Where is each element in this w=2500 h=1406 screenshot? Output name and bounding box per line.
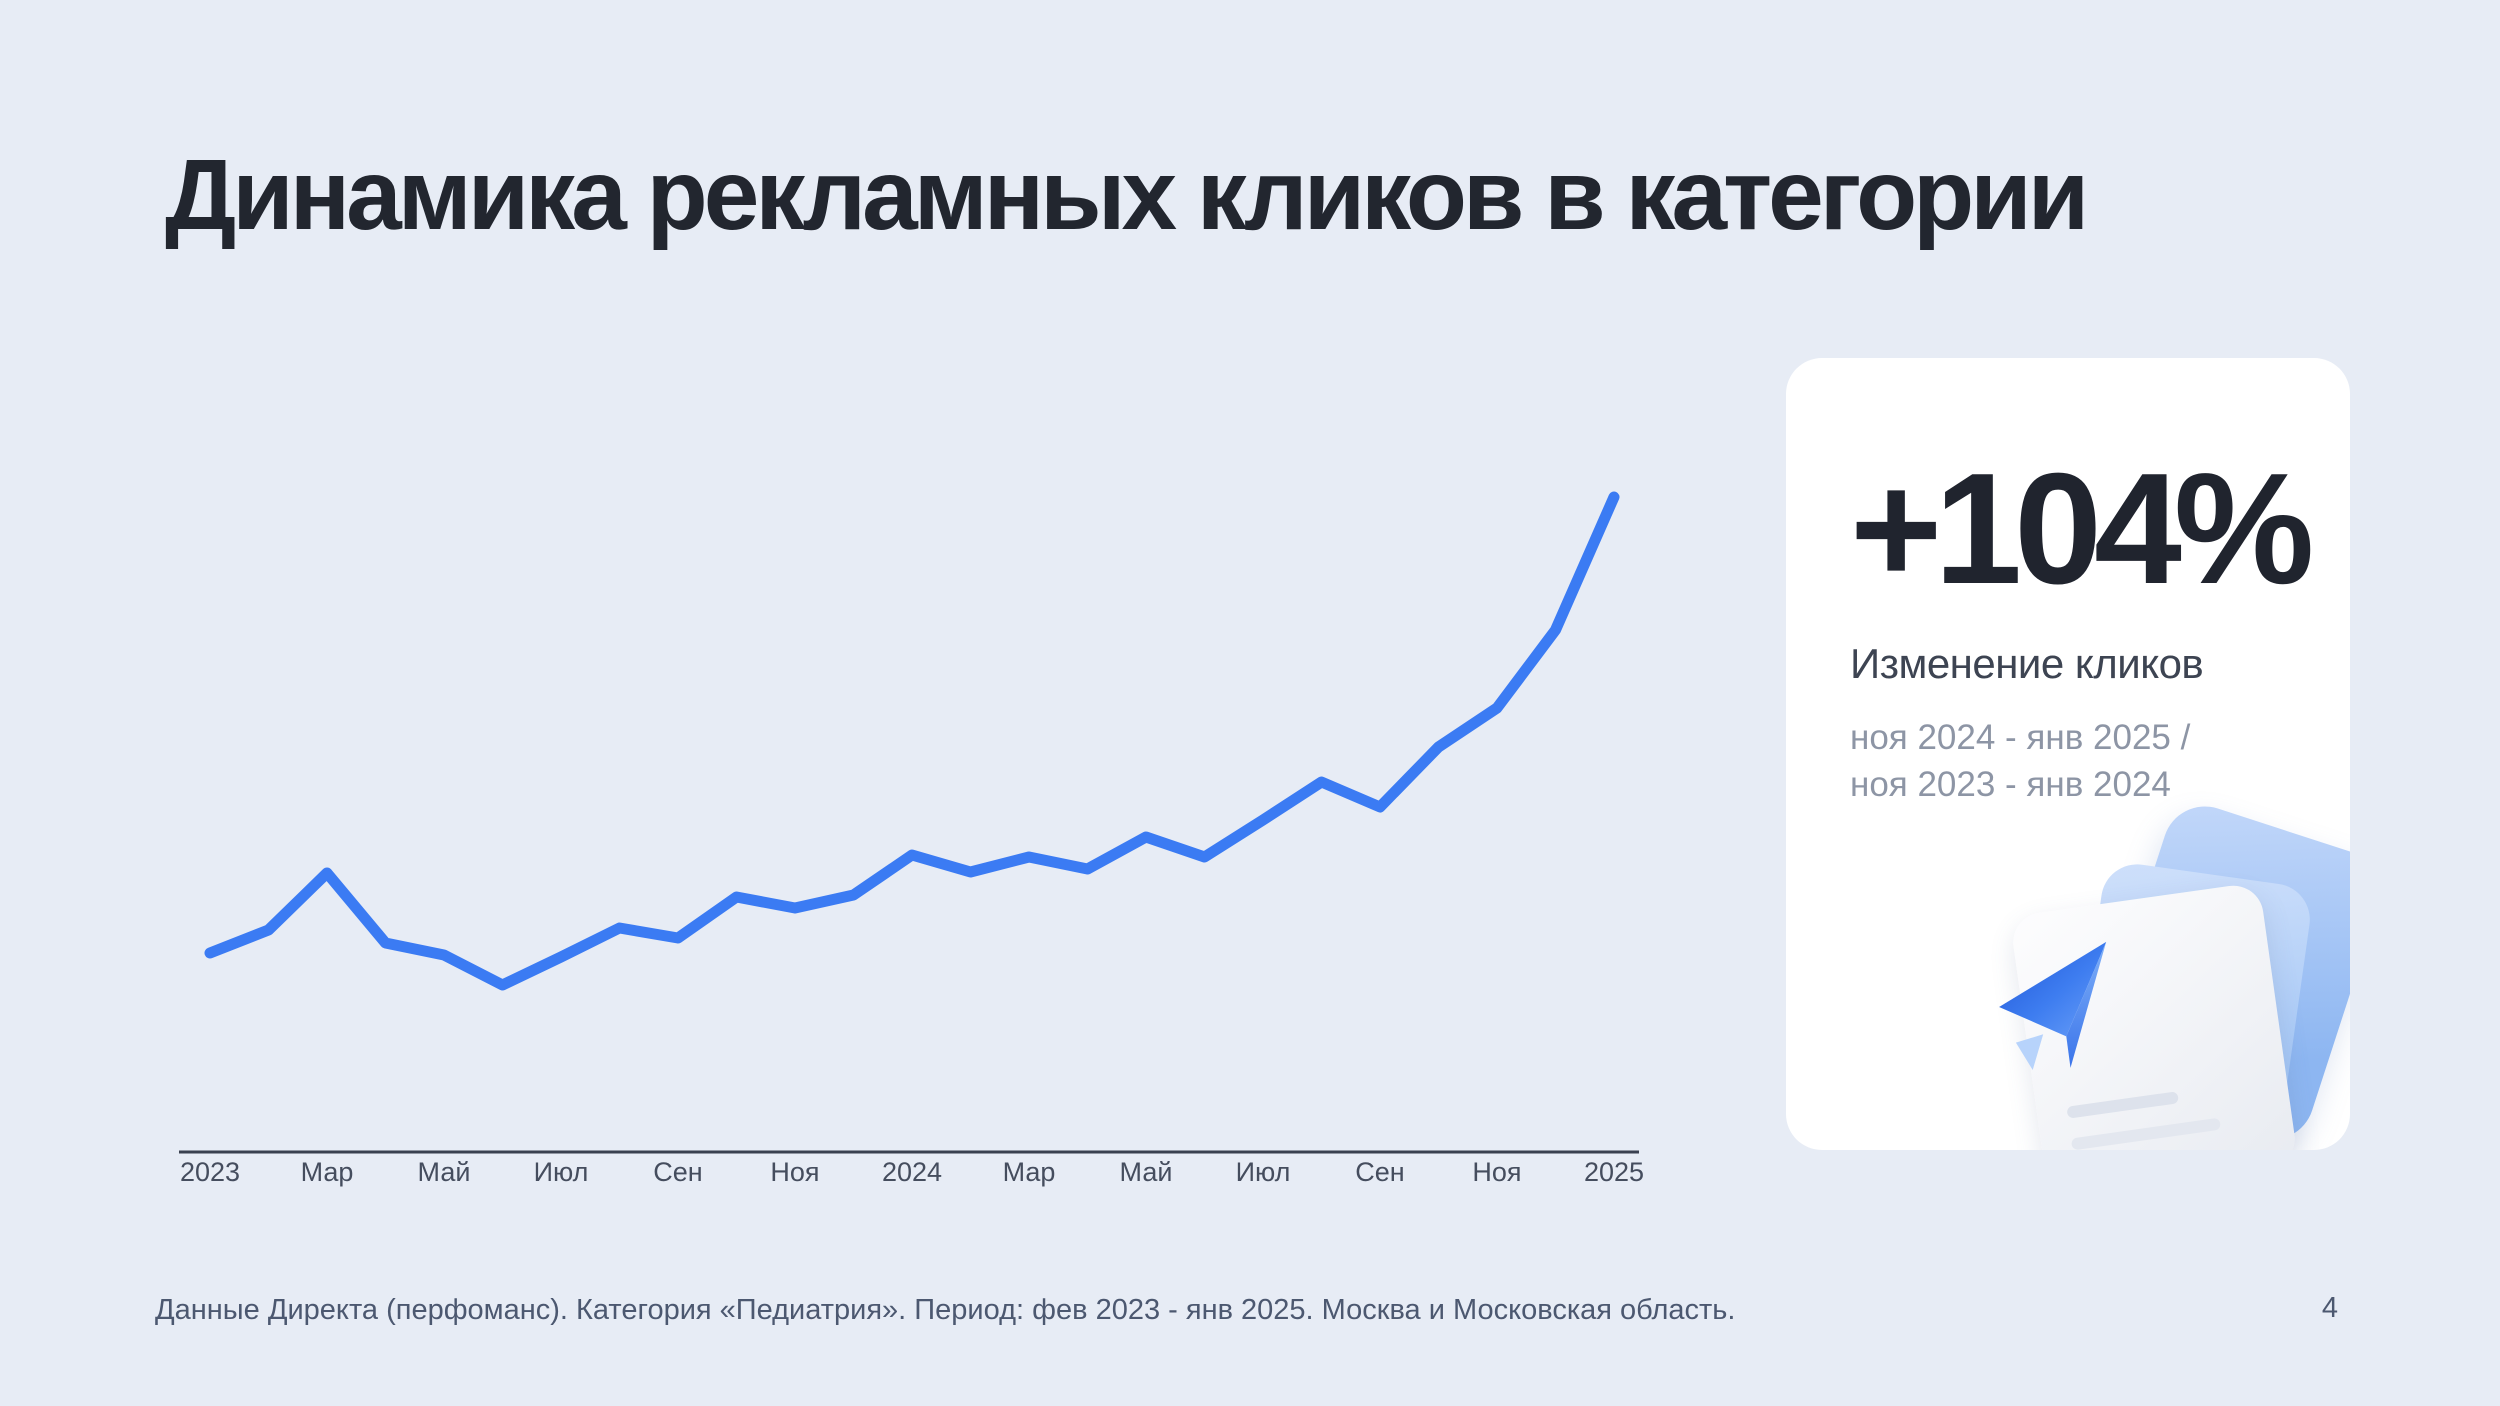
paper-plane-icon [1999,941,2107,1070]
stat-value: +104% [1850,441,2314,617]
stat-label: Изменение кликов [1850,640,2204,687]
x-axis-label: Май [418,1157,471,1187]
document-shape-middle [2067,859,2315,1150]
x-axis-label: Ноя [770,1157,819,1187]
x-axis-label: Мар [1003,1157,1056,1187]
stat-period-line-2: ноя 2023 - янв 2024 [1850,765,2171,804]
document-text-line [2066,1091,2179,1119]
x-axis-label: Сен [653,1157,702,1187]
x-axis-label: Июл [534,1157,589,1187]
page-number: 4 [2321,1292,2339,1324]
x-axis-label: Май [1120,1157,1173,1187]
x-axis-label: 2024 [882,1157,942,1187]
document-shape-front [2009,881,2299,1150]
x-axis-label: 2025 [1584,1157,1644,1187]
stat-card: +104% Изменение кликов ноя 2024 - янв 20… [1786,358,2350,1150]
page-title: Динамика рекламных кликов в категории [165,139,2089,251]
footnote: Данные Директа (перфоманс). Категория «П… [155,1294,1736,1326]
x-axis-label: Июл [1236,1157,1291,1187]
x-axis-label: Мар [301,1157,354,1187]
clicks-line-series [204,491,1620,991]
x-axis-label: Сен [1355,1157,1404,1187]
document-shape-back [2085,795,2350,1150]
stat-period-line-1: ноя 2024 - янв 2025 / [1850,718,2191,757]
stat-period: ноя 2024 - янв 2025 / ноя 2023 - янв 202… [1850,714,2286,808]
x-axis-label: 2023 [180,1157,240,1187]
x-axis-label: Ноя [1472,1157,1521,1187]
document-text-line [2070,1117,2222,1150]
